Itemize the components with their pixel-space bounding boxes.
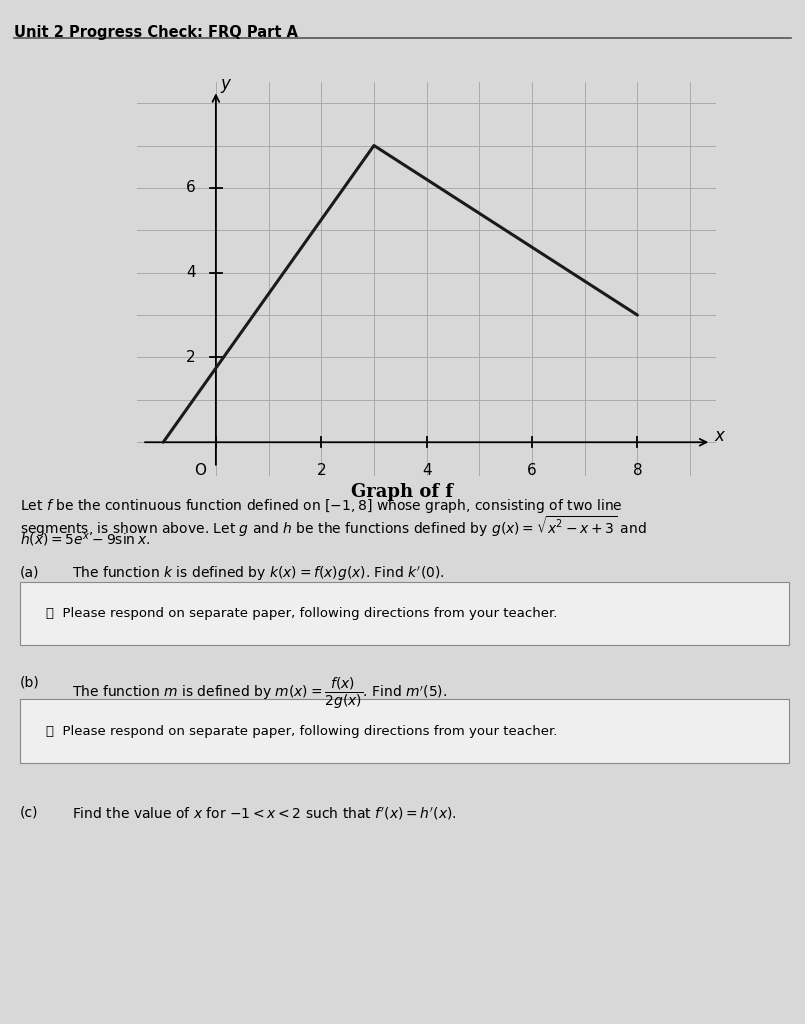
Text: 4: 4 <box>186 265 196 281</box>
Text: segments, is shown above. Let $g$ and $h$ be the functions defined by $g(x) = \s: segments, is shown above. Let $g$ and $h… <box>20 514 646 539</box>
Text: The function $m$ is defined by $m(x) = \dfrac{f(x)}{2g(x)}$. Find $m'(5)$.: The function $m$ is defined by $m(x) = \… <box>72 676 448 712</box>
Text: Graph of f: Graph of f <box>352 483 453 502</box>
Text: (c): (c) <box>20 806 39 820</box>
Text: O: O <box>194 463 206 477</box>
Text: 4: 4 <box>422 463 431 477</box>
Text: 6: 6 <box>186 180 196 196</box>
Text: 📝  Please respond on separate paper, following directions from your teacher.: 📝 Please respond on separate paper, foll… <box>46 725 557 737</box>
Text: y: y <box>221 75 230 93</box>
Text: Unit 2 Progress Check: FRQ Part A: Unit 2 Progress Check: FRQ Part A <box>14 25 299 40</box>
Text: Let $f$ be the continuous function defined on $[-1,8]$ whose graph, consisting o: Let $f$ be the continuous function defin… <box>20 497 623 515</box>
Text: 8: 8 <box>633 463 642 477</box>
Text: 6: 6 <box>527 463 537 477</box>
Text: 2: 2 <box>316 463 326 477</box>
Text: (a): (a) <box>20 565 39 580</box>
Text: The function $k$ is defined by $k(x) = f(x)g(x)$. Find $k'(0)$.: The function $k$ is defined by $k(x) = f… <box>72 565 445 584</box>
Text: Find the value of $x$ for $-1 < x < 2$ such that $f'(x) = h'(x)$.: Find the value of $x$ for $-1 < x < 2$ s… <box>72 806 457 822</box>
Text: $h(x) = 5e^x - 9\sin x.$: $h(x) = 5e^x - 9\sin x.$ <box>20 531 151 549</box>
Text: x: x <box>714 427 724 444</box>
Text: 📝  Please respond on separate paper, following directions from your teacher.: 📝 Please respond on separate paper, foll… <box>46 607 557 620</box>
Text: (b): (b) <box>20 676 40 690</box>
Text: 2: 2 <box>186 350 196 365</box>
